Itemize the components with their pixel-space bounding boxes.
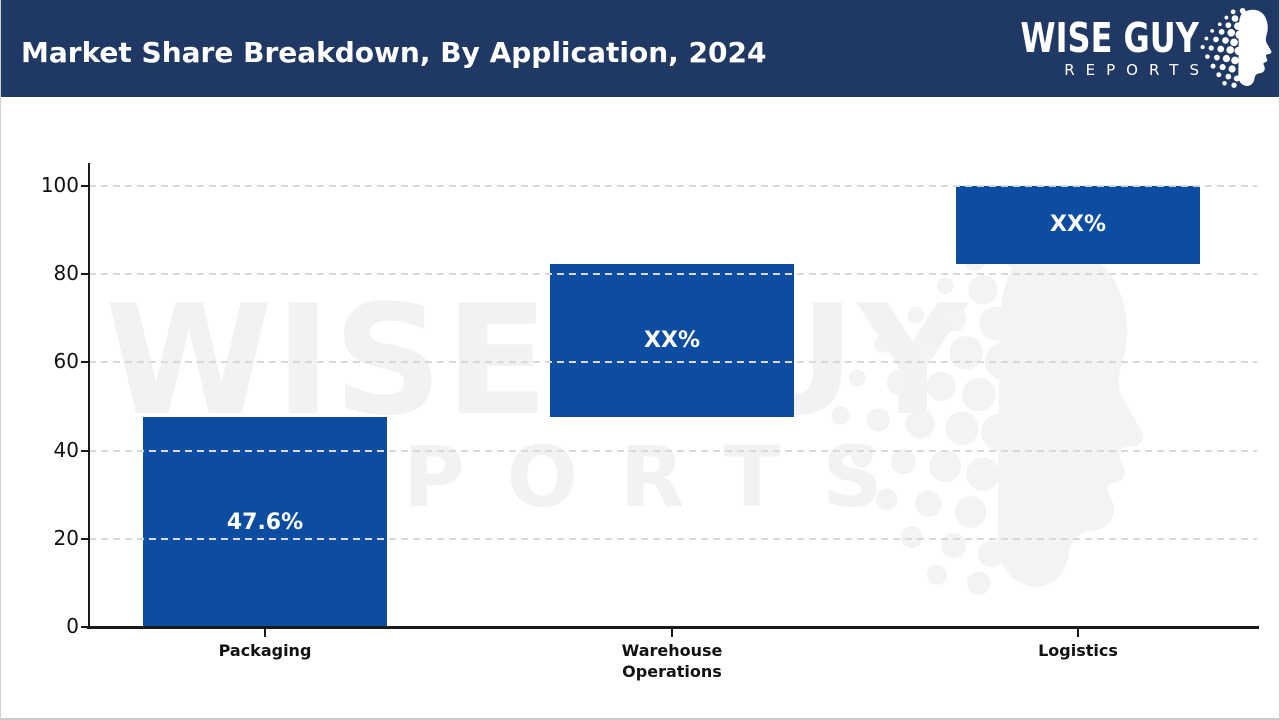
logo-wordmark: WISE GUY <box>1020 14 1199 62</box>
gridline-20 <box>89 537 1257 540</box>
y-tick-label-0: 0 <box>66 614 79 638</box>
x-tick-mark-packaging <box>264 629 266 637</box>
y-tick-label-60: 60 <box>53 349 79 374</box>
y-axis-line <box>88 163 90 629</box>
watermark-head-icon <box>831 243 1144 595</box>
x-tick-mark-warehouse-operations <box>671 629 673 637</box>
y-tick-mark-0 <box>81 626 88 628</box>
gridline-100 <box>89 185 1257 187</box>
bar-packaging: 47.6% <box>143 417 387 627</box>
bar-value-label: XX% <box>644 327 700 353</box>
y-tick-mark-40 <box>81 449 88 452</box>
x-axis-line <box>87 626 1259 629</box>
category-label-warehouse-operations: Warehouse Operations <box>621 641 723 681</box>
x-tick-mark-logistics <box>1077 629 1079 637</box>
y-tick-label-20: 20 <box>53 525 79 550</box>
bar-logistics: XX% <box>956 186 1200 264</box>
y-tick-label-80: 80 <box>53 261 79 286</box>
bar-warehouse-operations: XX% <box>550 263 794 418</box>
page-title: Market Share Breakdown, By Application, … <box>21 36 767 69</box>
bar-value-label: XX% <box>1050 212 1106 238</box>
y-tick-mark-60 <box>81 361 88 364</box>
y-tick-mark-100 <box>81 185 88 187</box>
y-tick-mark-20 <box>81 537 88 540</box>
gridline-60 <box>89 361 1257 364</box>
logo-subtitle: REPORTS <box>1064 61 1210 79</box>
gridline-40 <box>89 449 1257 452</box>
category-label-logistics: Logistics <box>1038 641 1118 660</box>
category-label-packaging: Packaging <box>218 641 312 660</box>
y-tick-label-40: 40 <box>53 437 79 462</box>
y-tick-label-100: 100 <box>40 173 79 197</box>
logo-text: WISE GUY REPORTS <box>970 16 1199 79</box>
y-tick-mark-80 <box>81 273 88 276</box>
wiseguy-head-icon <box>1200 8 1272 88</box>
gridline-80 <box>89 273 1257 276</box>
bar-value-label: 47.6% <box>226 509 304 535</box>
header-bar: Market Share Breakdown, By Application, … <box>1 0 1279 97</box>
